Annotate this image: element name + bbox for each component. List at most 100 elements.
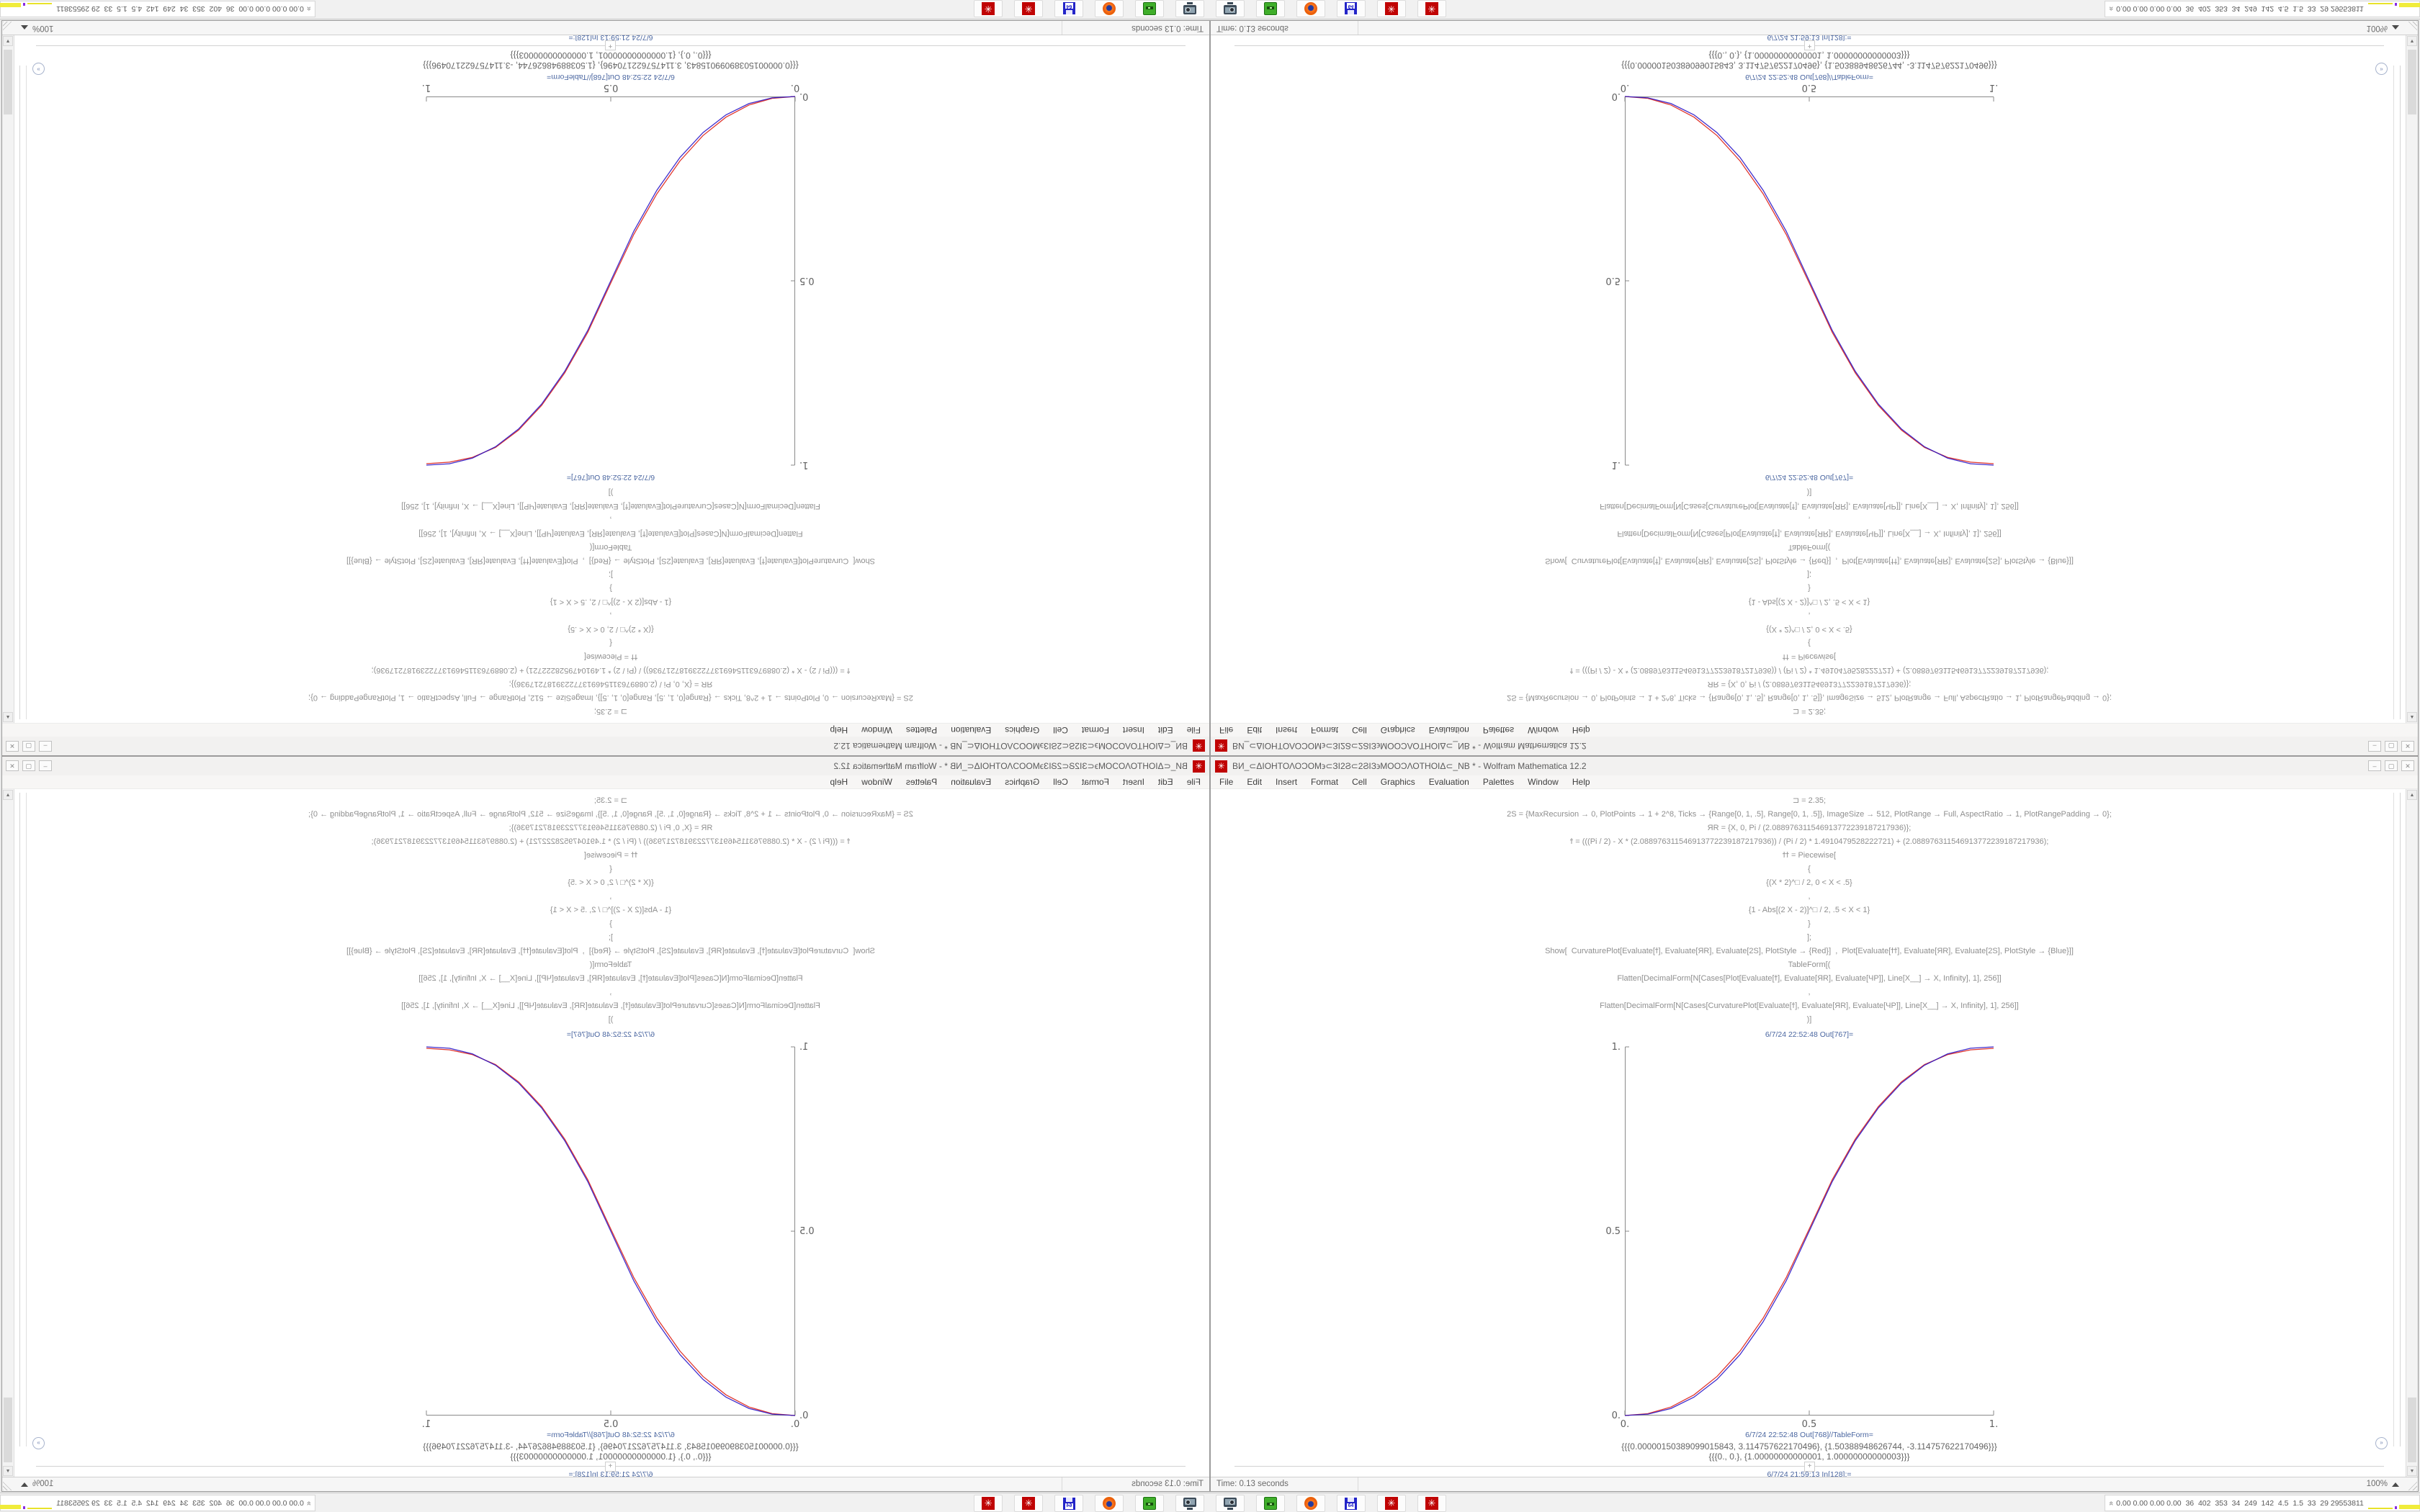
cell-bracket[interactable]: [19, 66, 27, 719]
notebook-content[interactable]: ⊐ = 2.35; 2S = {MaxRecursion → 0, PlotPoi…: [12, 789, 1209, 1479]
menu-item-palettes[interactable]: Palettes: [905, 725, 938, 735]
notebook-input-line[interactable]: }: [609, 584, 612, 593]
zoom-level[interactable]: 100%: [32, 24, 54, 32]
notebook-input-line[interactable]: Show[ CurvaturePlot[Evaluate[ϯ], Evaluat…: [1545, 557, 2074, 565]
notebook-content[interactable]: ⊐ = 2.35; 2S = {MaxRecursion → 0, PlotPoi…: [12, 33, 1209, 723]
menu-item-edit[interactable]: Edit: [1157, 725, 1173, 735]
elision-button[interactable]: »: [2375, 63, 2388, 75]
notebook-input-line[interactable]: ];: [1806, 933, 1812, 942]
menu-item-format[interactable]: Format: [1081, 725, 1109, 735]
menu-item-file[interactable]: File: [1186, 725, 1201, 735]
zoom-level[interactable]: 100%: [2366, 1480, 2388, 1488]
menu-item-window[interactable]: Window: [1528, 725, 1559, 735]
title-bar[interactable]: ✳ ВИ_⊂ΔΙΟΗΤΟΛΟϽΟΜ϶⊂ЗΙ2Ϩ⊂2ϨΙЗ϶ΜΟΟϽΛΟΤΗΟΙΔ…: [1211, 757, 2418, 776]
notebook-input-line[interactable]: TableForm[(: [589, 960, 632, 969]
menu-item-window[interactable]: Window: [861, 725, 892, 735]
notebook-input-line[interactable]: ,: [1808, 892, 1811, 901]
maximize-button[interactable]: ▢: [22, 760, 35, 771]
cell-bracket[interactable]: [2393, 66, 2401, 719]
notebook-input-line[interactable]: 2S = {MaxRecursion → 0, PlotPoints → 1 +…: [1507, 693, 2112, 702]
cell-insert-button[interactable]: +: [1803, 1462, 1815, 1472]
notebook-input-line[interactable]: {1 - Abs[(2 X - 2)]^□ / 2, .5 < X < 1}: [550, 906, 672, 914]
close-button[interactable]: ✕: [6, 741, 19, 752]
menu-item-graphics[interactable]: Graphics: [1380, 725, 1415, 735]
notebook-input-line[interactable]: ,: [1808, 516, 1811, 524]
scrollbar-thumb[interactable]: [4, 1398, 12, 1462]
tray-expand-icon[interactable]: «: [2107, 6, 2116, 12]
menu-item-graphics[interactable]: Graphics: [1380, 777, 1415, 787]
notebook-input-line[interactable]: {1 - Abs[(2 X - 2)]^□ / 2, .5 < X < 1}: [1748, 598, 1870, 606]
taskbar-button-floppy-64-icon[interactable]: 64: [1337, 0, 1366, 17]
menu-item-graphics[interactable]: Graphics: [1005, 725, 1040, 735]
elision-button[interactable]: »: [32, 63, 45, 75]
taskbar-button-mathematica-icon-2[interactable]: ✳: [1417, 1495, 1446, 1512]
notebook-input-line[interactable]: ЯR = {X, 0, Pi / (2.08897631154691377223…: [508, 824, 713, 832]
notebook-input-line[interactable]: ⊐ = 2.35;: [1792, 707, 1827, 716]
scroll-down-arrow-icon[interactable]: ▼: [3, 36, 13, 46]
notebook-input-line[interactable]: Flatten[DecimalForm[N[Cases[CurvaturePlo…: [401, 502, 820, 510]
minimize-button[interactable]: –: [2368, 741, 2381, 752]
menu-item-edit[interactable]: Edit: [1247, 725, 1263, 735]
menu-item-insert[interactable]: Insert: [1276, 725, 1298, 735]
tray-expand-icon[interactable]: «: [2107, 1500, 2116, 1506]
menu-item-format[interactable]: Format: [1081, 777, 1109, 787]
notebook-input-line[interactable]: {: [1808, 639, 1811, 647]
scroll-down-arrow-icon[interactable]: ▼: [3, 1466, 13, 1476]
cell-insert-button[interactable]: +: [605, 40, 617, 50]
menu-item-palettes[interactable]: Palettes: [1482, 777, 1515, 787]
zoom-dropdown-icon[interactable]: [2392, 25, 2399, 30]
notebook-input-line[interactable]: Flatten[DecimalForm[N[Cases[Plot[Evaluat…: [1617, 529, 2002, 538]
notebook-input-line[interactable]: ,: [609, 988, 612, 996]
title-bar[interactable]: ✳ ВИ_⊂ΔΙΟΗΤΟΛΟϽΟΜ϶⊂ЗΙ2Ϩ⊂2ϨΙЗ϶ΜΟΟϽΛΟΤΗΟΙΔ…: [2, 736, 1209, 755]
vertical-scrollbar[interactable]: ▲ ▼: [2406, 789, 2418, 1477]
menu-item-window[interactable]: Window: [861, 777, 892, 787]
notebook-input-line[interactable]: Flatten[DecimalForm[N[Cases[CurvaturePlo…: [401, 1002, 820, 1010]
taskbar-button-green-app-icon[interactable]: [1256, 1495, 1285, 1512]
notebook-input-line[interactable]: ϯ = (((Pi / 2) - X * (2.0889763115469137…: [371, 837, 851, 846]
notebook-input-line[interactable]: ,: [1808, 988, 1811, 996]
menu-item-file[interactable]: File: [1219, 725, 1234, 735]
taskbar-button-mathematica-icon[interactable]: ✳: [1377, 1495, 1406, 1512]
notebook-input-line[interactable]: {1 - Abs[(2 X - 2)]^□ / 2, .5 < X < 1}: [1748, 906, 1870, 914]
zoom-dropdown-icon[interactable]: [21, 1482, 28, 1487]
maximize-button[interactable]: ▢: [2385, 760, 2398, 771]
notebook-input-line[interactable]: ];: [608, 570, 614, 579]
minimize-button[interactable]: –: [2368, 760, 2381, 771]
taskbar-button-mathematica-icon-2[interactable]: ✳: [1417, 0, 1446, 17]
taskbar-button-firefox-icon[interactable]: [1296, 1495, 1325, 1512]
notebook-input-line[interactable]: }: [1808, 919, 1811, 928]
notebook-input-line[interactable]: 2S = {MaxRecursion → 0, PlotPoints → 1 +…: [308, 693, 913, 702]
notebook-input-line[interactable]: Show[ CurvaturePlot[Evaluate[ϯ], Evaluat…: [1545, 947, 2074, 955]
notebook-input-line[interactable]: ⊐ = 2.35;: [593, 707, 628, 716]
elision-button[interactable]: »: [32, 1437, 45, 1449]
menu-item-help[interactable]: Help: [1572, 777, 1590, 787]
notebook-input-line[interactable]: )]: [1806, 488, 1812, 497]
menu-item-insert[interactable]: Insert: [1122, 725, 1144, 735]
notebook-input-line[interactable]: Flatten[DecimalForm[N[Cases[Plot[Evaluat…: [418, 529, 803, 538]
menu-item-file[interactable]: File: [1219, 777, 1234, 787]
notebook-input-line[interactable]: TableForm[(: [1788, 960, 1831, 969]
notebook-input-line[interactable]: )]: [608, 1015, 614, 1024]
notebook-input-line[interactable]: ϯϯ = Piecewise[: [1782, 851, 1837, 860]
close-button[interactable]: ✕: [6, 760, 19, 771]
menu-item-palettes[interactable]: Palettes: [1482, 725, 1515, 735]
notebook-input-line[interactable]: {: [609, 865, 612, 873]
menu-item-cell[interactable]: Cell: [1053, 777, 1068, 787]
taskbar-button-green-app-icon[interactable]: [1135, 1495, 1164, 1512]
menu-item-cell[interactable]: Cell: [1352, 777, 1367, 787]
notebook-input-line[interactable]: )]: [608, 488, 614, 497]
menu-item-edit[interactable]: Edit: [1247, 777, 1263, 787]
notebook-input-line[interactable]: ϯϯ = Piecewise[: [1782, 652, 1837, 661]
notebook-input-line[interactable]: ϯ = (((Pi / 2) - X * (2.0889763115469137…: [371, 666, 851, 675]
maximize-button[interactable]: ▢: [22, 741, 35, 752]
cell-insert-button[interactable]: +: [605, 1462, 617, 1472]
maximize-button[interactable]: ▢: [2385, 741, 2398, 752]
notebook-input-line[interactable]: ⊐ = 2.35;: [593, 796, 628, 805]
menu-item-graphics[interactable]: Graphics: [1005, 777, 1040, 787]
notebook-input-line[interactable]: Show[ CurvaturePlot[Evaluate[ϯ], Evaluat…: [346, 557, 875, 565]
vertical-scrollbar[interactable]: ▲ ▼: [2, 35, 14, 723]
scroll-up-arrow-icon[interactable]: ▲: [3, 712, 13, 722]
taskbar-button-display-capture-icon[interactable]: [1175, 0, 1204, 17]
menu-item-evaluation[interactable]: Evaluation: [1428, 777, 1469, 787]
menu-item-palettes[interactable]: Palettes: [905, 777, 938, 787]
